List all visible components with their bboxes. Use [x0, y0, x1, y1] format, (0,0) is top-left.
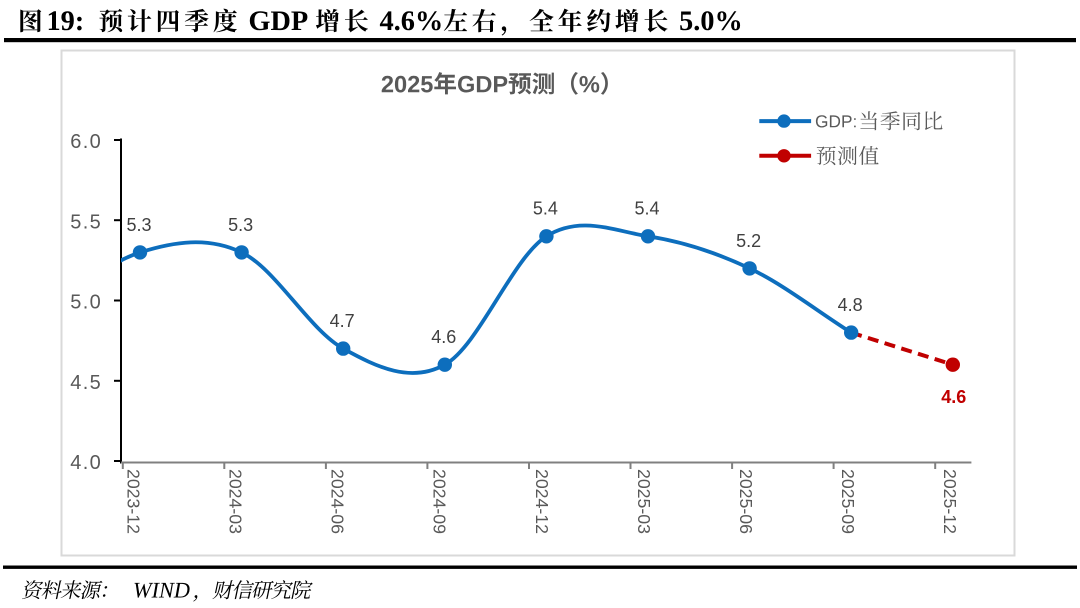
svg-text:5.5: 5.5: [70, 211, 102, 233]
svg-text:4.8: 4.8: [838, 295, 863, 315]
svg-text:5.3: 5.3: [126, 215, 151, 235]
svg-text:4.6: 4.6: [431, 327, 456, 347]
svg-text:5.4: 5.4: [634, 199, 659, 219]
svg-text:2024-12: 2024-12: [532, 469, 552, 534]
svg-text:2023-12: 2023-12: [124, 469, 144, 534]
svg-text:5.3: 5.3: [228, 215, 253, 235]
svg-text:4.0: 4.0: [70, 452, 102, 474]
svg-text:4.7: 4.7: [330, 311, 355, 331]
svg-text:2025-09: 2025-09: [838, 469, 858, 534]
svg-text:2024-09: 2024-09: [430, 469, 450, 534]
svg-text:2025-12: 2025-12: [940, 469, 960, 534]
svg-text:5.2: 5.2: [736, 231, 761, 251]
svg-text:6.0: 6.0: [70, 131, 102, 153]
svg-text:2024-06: 2024-06: [328, 469, 348, 534]
svg-text:5.0: 5.0: [70, 292, 102, 314]
svg-text:2025-03: 2025-03: [634, 469, 654, 534]
svg-text:2025-06: 2025-06: [736, 469, 756, 534]
svg-text:2024-03: 2024-03: [226, 469, 246, 534]
svg-text:4.5: 4.5: [70, 372, 102, 394]
svg-text:5.4: 5.4: [533, 199, 558, 219]
svg-text:4.6: 4.6: [941, 387, 966, 407]
